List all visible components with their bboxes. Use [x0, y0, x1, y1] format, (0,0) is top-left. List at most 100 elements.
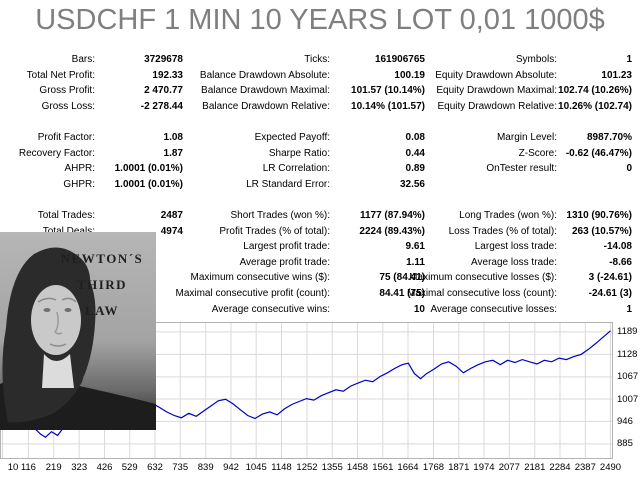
x-axis-tick-label: 942 — [223, 462, 239, 473]
stat-label: Largest profit trade: — [243, 241, 330, 253]
stat-label: Maximal consecutive loss (count): — [406, 287, 557, 299]
stat-value: 32.56 — [399, 178, 425, 190]
stat-value: 102.74 (10.26%) — [558, 85, 632, 97]
newton-portrait-illustration — [0, 232, 156, 430]
stat-value: -8.66 — [609, 256, 632, 268]
stat-value: 1177 (87.94%) — [359, 209, 425, 221]
stat-label: Largest loss trade: — [474, 241, 557, 253]
stat-label: Total Trades: — [37, 209, 95, 221]
stat-value: 101.57 (10.14%) — [351, 85, 425, 97]
stat-value: 3729678 — [144, 54, 183, 65]
stat-value: 2487 — [160, 209, 183, 221]
portrait-face — [31, 285, 81, 355]
x-axis-tick-label: 1871 — [448, 462, 470, 473]
stat-label: Long Trades (won %): — [459, 209, 557, 221]
newton-caption-line: LAW — [84, 303, 120, 318]
stat-label: LR Correlation: — [262, 163, 330, 175]
stat-label: Profit Trades (% of total): — [219, 225, 330, 237]
x-axis-tick-label: 1768 — [422, 462, 445, 473]
x-axis-tick-label: 529 — [121, 462, 138, 473]
stat-value: 1310 (90.76%) — [566, 209, 632, 221]
stat-label: Balance Drawdown Relative: — [202, 100, 330, 112]
x-axis-tick-label: 1458 — [346, 462, 369, 473]
stat-label: Total Deals: — [42, 225, 95, 237]
stat-value: 3 (-24.61) — [588, 272, 632, 284]
stat-label: Sharpe Ratio: — [268, 147, 330, 159]
stat-value: 192.33 — [152, 69, 183, 81]
stat-value: 0.89 — [405, 163, 425, 175]
stat-label: Maximum consecutive wins ($): — [190, 272, 330, 284]
x-axis-tick-label: 1974 — [473, 462, 495, 473]
newton-caption: NEWTON´S THIRD LAW — [52, 246, 152, 324]
stat-label: Average consecutive losses: — [430, 303, 557, 315]
y-axis-tick-label: 1189 — [617, 326, 638, 338]
portrait-brow-right — [61, 297, 77, 303]
x-axis-tick-label: 1252 — [296, 462, 318, 473]
stat-value: 9.61 — [405, 241, 425, 253]
page-title: USDCHF 1 MIN 10 YEARS LOT 0,01 1000$ — [35, 4, 605, 36]
stat-value: 0 — [626, 163, 632, 175]
x-axis-tick-label: 1664 — [397, 462, 419, 473]
stat-value: 1 — [626, 54, 632, 65]
stat-label: Short Trades (won %): — [230, 209, 330, 221]
x-axis-tick-label: 2387 — [574, 462, 596, 473]
newton-overlay-image: NEWTON´S THIRD LAW — [0, 232, 156, 430]
stat-label: OnTester result: — [486, 163, 557, 175]
stat-label: Loss Trades (% of total): — [448, 225, 557, 237]
stat-label: Balance Drawdown Maximal: — [201, 85, 330, 97]
stat-label: Z-Score: — [518, 147, 557, 159]
x-axis-tick-label: 1045 — [245, 462, 267, 473]
stat-label: Margin Level: — [496, 131, 557, 143]
x-axis-tick-label: 1355 — [321, 462, 343, 473]
stat-label: Equity Drawdown Maximal: — [436, 85, 557, 97]
x-axis-tick-label: 10 — [7, 462, 19, 473]
stat-value: 2 470.77 — [144, 85, 183, 97]
y-axis-tick-label: 946 — [617, 415, 633, 427]
stat-label: Equity Drawdown Relative: — [437, 100, 558, 112]
stats-grid: Bars: 3729678 Ticks: 161906765 Symbols: 1 Tota… — [0, 52, 640, 317]
stat-value: 84.41 (75) — [379, 287, 425, 299]
x-axis-tick-label: 426 — [96, 462, 113, 473]
portrait-mouth — [49, 343, 67, 347]
y-axis-tick-label: 1128 — [617, 348, 638, 360]
newton-caption-line: THIRD — [76, 277, 128, 292]
stat-value: 10 — [413, 303, 425, 315]
stat-value: -14.08 — [603, 241, 632, 253]
stat-value: 0.44 — [405, 147, 425, 159]
stat-value: 10.14% (101.57) — [351, 100, 425, 112]
stat-value: 1.0001 (0.01%) — [114, 178, 183, 190]
portrait-eye-right — [64, 308, 72, 312]
portrait-collar — [42, 354, 74, 388]
newton-caption-line: NEWTON´S — [60, 251, 144, 266]
stat-value: 4974 — [160, 225, 183, 237]
stat-value: -24.61 (3) — [588, 287, 632, 299]
y-axis-tick-label: 1007 — [617, 393, 639, 405]
stat-value: 100.19 — [394, 69, 425, 81]
x-axis-tick-label: 323 — [71, 462, 88, 473]
stat-value: 161906765 — [374, 54, 425, 65]
stat-label: Maximal consecutive profit (count): — [175, 287, 330, 299]
x-axis-tick-label: 2181 — [524, 462, 546, 473]
x-axis-tick-label: 1148 — [271, 462, 292, 473]
stat-value: 1 — [626, 303, 632, 315]
portrait-hair-right — [80, 270, 96, 376]
x-axis-tick-label: 632 — [147, 462, 163, 473]
stat-label: Total Net Profit: — [26, 69, 95, 81]
x-axis-tick-label: 1561 — [372, 462, 394, 473]
stat-label: Profit Factor: — [37, 131, 95, 143]
stat-value: 1.0001 (0.01%) — [114, 163, 183, 175]
stat-label: Maximum consecutive losses ($): — [409, 272, 557, 284]
stat-value: 10.26% (102.74) — [558, 100, 632, 112]
stat-label: Expected Payoff: — [254, 131, 330, 143]
stat-value: 101.23 — [601, 69, 632, 81]
stat-label: GHPR: — [63, 178, 95, 190]
stat-value: 1.08 — [163, 131, 183, 143]
stat-label: Balance Drawdown Absolute: — [199, 69, 330, 81]
stat-label: LR Standard Error: — [246, 178, 330, 190]
stat-value: 0.08 — [405, 131, 425, 143]
stat-label: Recovery Factor: — [18, 147, 95, 159]
stat-label: Average profit trade: — [239, 256, 330, 268]
stat-value: 8987.70% — [586, 131, 632, 143]
stat-value: -0.62 (46.47%) — [565, 147, 632, 159]
stat-label: Average consecutive wins: — [211, 303, 330, 315]
